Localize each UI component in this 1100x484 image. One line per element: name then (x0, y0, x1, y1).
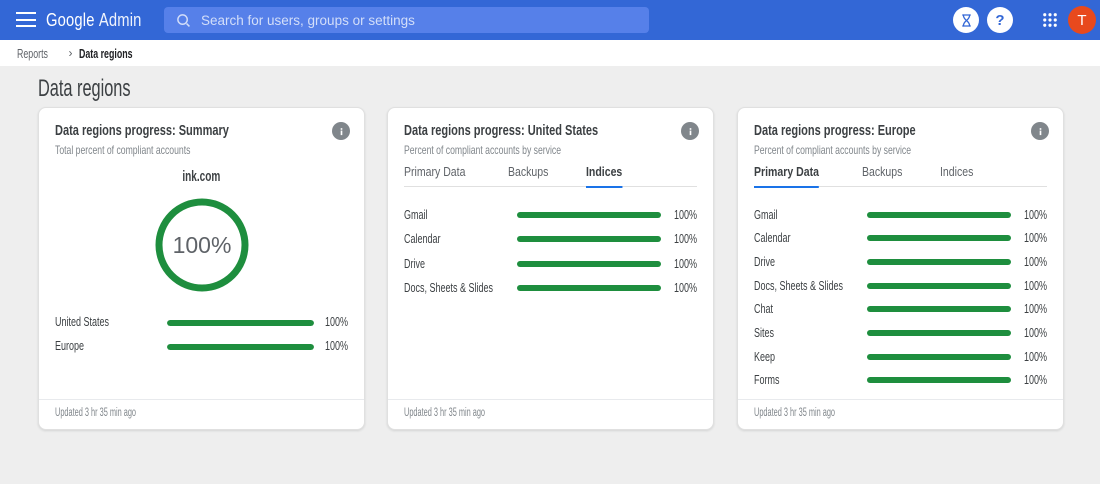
svg-text:100%: 100% (172, 232, 231, 258)
